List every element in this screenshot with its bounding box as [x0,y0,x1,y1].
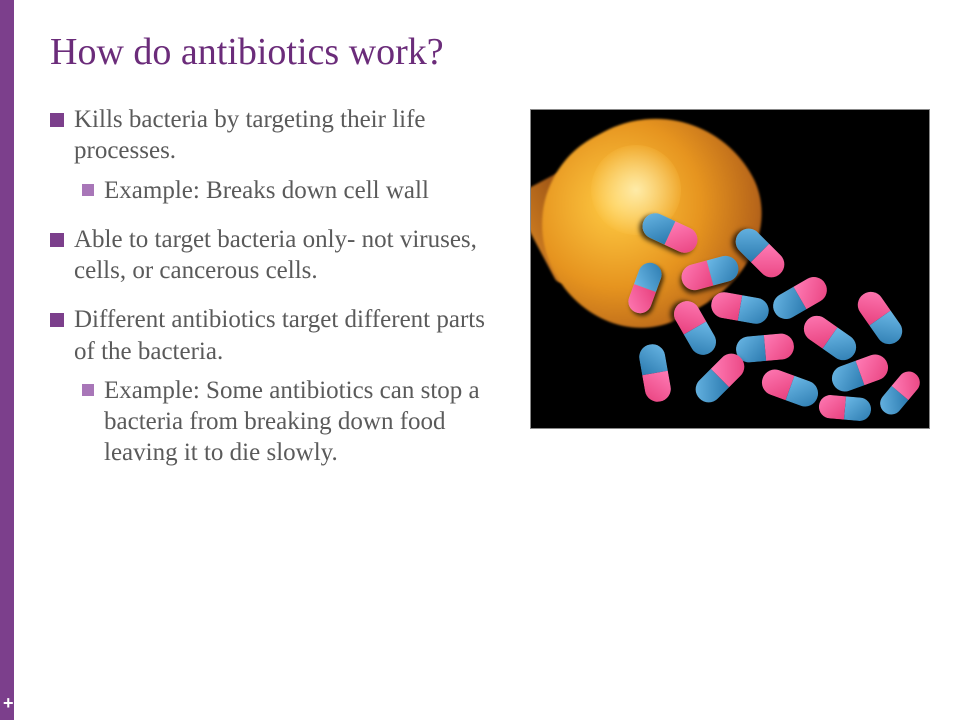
plus-icon: + [3,693,14,714]
pill-bottle-image [530,109,930,429]
bullet-list: Kills bacteria by targeting their life p… [50,104,510,475]
bullet-text: Able to target bacteria only- not viruse… [74,224,510,287]
bullet-icon [82,184,94,196]
content-row: Kills bacteria by targeting their life p… [50,104,920,475]
slide: How do antibiotics work? Kills bacteria … [0,0,960,505]
slide-title: How do antibiotics work? [50,30,920,74]
bullet-text: Different antibiotics target different p… [74,304,510,367]
bullet-icon [82,384,94,396]
bullet-item: Different antibiotics target different p… [50,304,510,367]
bullet-text: Kills bacteria by targeting their life p… [74,104,510,167]
bullet-item: Able to target bacteria only- not viruse… [50,224,510,287]
bullet-icon [50,313,64,327]
bullet-text: Example: Some antibiotics can stop a bac… [104,375,510,469]
bullet-item: Example: Breaks down cell wall [82,175,510,206]
bullet-icon [50,233,64,247]
accent-bar: + [0,0,14,720]
bullet-item: Kills bacteria by targeting their life p… [50,104,510,167]
bullet-icon [50,113,64,127]
image-area [530,104,930,475]
bullet-text: Example: Breaks down cell wall [104,175,429,206]
bullet-item: Example: Some antibiotics can stop a bac… [82,375,510,469]
